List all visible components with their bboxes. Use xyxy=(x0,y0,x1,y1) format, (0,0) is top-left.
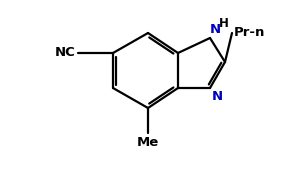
Text: N: N xyxy=(212,90,223,103)
Text: H: H xyxy=(219,17,229,30)
Text: Pr-n: Pr-n xyxy=(234,26,265,38)
Text: Me: Me xyxy=(137,136,159,149)
Text: NC: NC xyxy=(55,47,76,60)
Text: N: N xyxy=(210,23,221,36)
